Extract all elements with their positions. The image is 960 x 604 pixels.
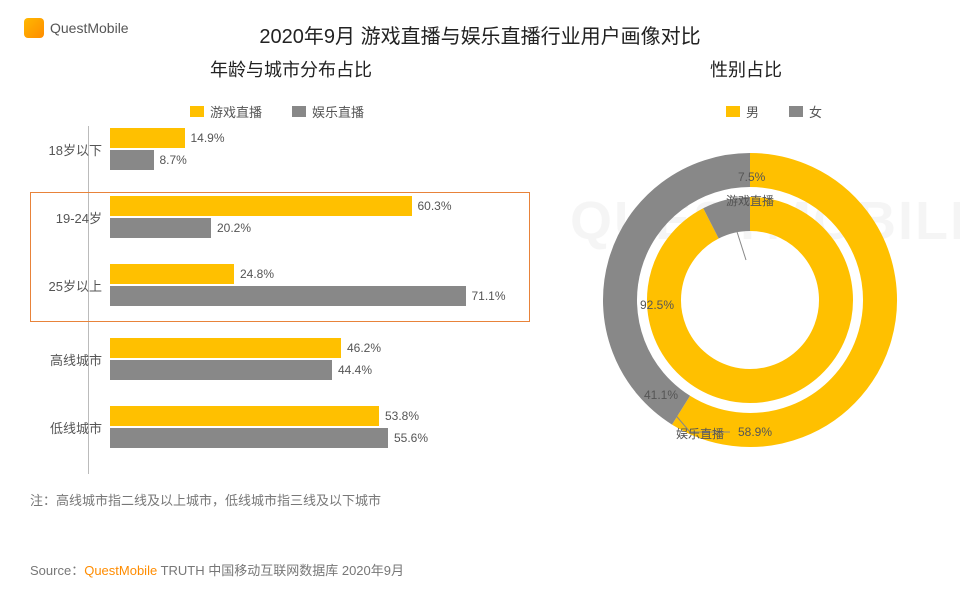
swatch-icon	[190, 106, 204, 117]
bar-legend: 游戏直播 娱乐直播	[190, 102, 364, 121]
bar-value: 24.8%	[240, 267, 274, 281]
source-rest: TRUTH 中国移动互联网数据库 2020年9月	[157, 563, 404, 578]
bar-value: 53.8%	[385, 409, 419, 423]
category-label: 19-24岁	[30, 208, 110, 227]
bar: 46.2%	[110, 338, 341, 358]
bar-value: 44.4%	[338, 363, 372, 377]
category-label: 18岁以下	[30, 140, 110, 159]
legend-label: 女	[809, 102, 822, 121]
bar-value: 14.9%	[191, 131, 225, 145]
source-brand: QuestMobile	[84, 563, 157, 578]
footnote: 注：高线城市指二线及以上城市，低线城市指三线及以下城市	[30, 490, 381, 509]
bar: 71.1%	[110, 286, 466, 306]
bar-value: 55.6%	[394, 431, 428, 445]
inner-ring-name: 游戏直播	[726, 192, 774, 209]
source-line: Source：QuestMobile TRUTH 中国移动互联网数据库 2020…	[30, 560, 404, 579]
bar: 44.4%	[110, 360, 332, 380]
bar: 20.2%	[110, 218, 211, 238]
bar-value: 71.1%	[472, 289, 506, 303]
outer-female-pct: 41.1%	[644, 388, 678, 402]
bar: 24.8%	[110, 264, 234, 284]
bar-value: 46.2%	[347, 341, 381, 355]
outer-ring-name: 娱乐直播	[676, 425, 724, 442]
outer-male-pct: 58.9%	[738, 425, 772, 439]
donut-legend: 男 女	[726, 102, 822, 121]
bar-value: 8.7%	[160, 153, 187, 167]
swatch-icon	[726, 106, 740, 117]
donut-chart: 游戏直播 7.5% 92.5% 娱乐直播 41.1% 58.9%	[580, 140, 920, 460]
bar: 60.3%	[110, 196, 412, 216]
bar: 53.8%	[110, 406, 379, 426]
main-title: 2020年9月 游戏直播与娱乐直播行业用户画像对比	[0, 20, 960, 49]
swatch-icon	[292, 106, 306, 117]
category-label: 低线城市	[30, 418, 110, 437]
source-prefix: Source：	[30, 563, 84, 578]
inner-female-pct: 7.5%	[738, 170, 765, 184]
bar: 14.9%	[110, 128, 185, 148]
right-subtitle: 性别占比	[710, 56, 782, 82]
category-label: 高线城市	[30, 350, 110, 369]
bar: 55.6%	[110, 428, 388, 448]
left-subtitle: 年龄与城市分布占比	[210, 56, 372, 82]
bar: 8.7%	[110, 150, 154, 170]
bar-value: 20.2%	[217, 221, 251, 235]
legend-label: 游戏直播	[210, 102, 262, 121]
bar-value: 60.3%	[418, 199, 452, 213]
swatch-icon	[789, 106, 803, 117]
bar-chart: 18岁以下14.9%8.7%19-24岁60.3%20.2%25岁以上24.8%…	[30, 126, 530, 472]
legend-label: 娱乐直播	[312, 102, 364, 121]
inner-male-pct: 92.5%	[640, 298, 674, 312]
legend-label: 男	[746, 102, 759, 121]
category-label: 25岁以上	[30, 276, 110, 295]
